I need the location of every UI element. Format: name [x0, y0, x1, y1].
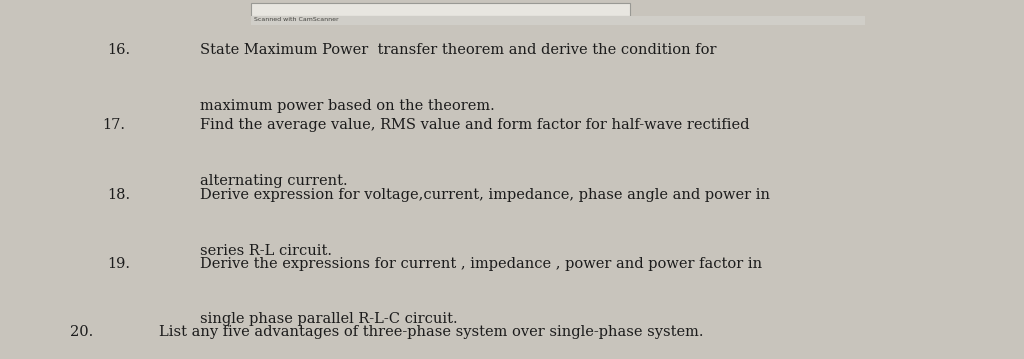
- FancyBboxPatch shape: [251, 3, 630, 16]
- Text: maximum power based on the theorem.: maximum power based on the theorem.: [200, 99, 495, 113]
- Text: alternating current.: alternating current.: [200, 174, 347, 188]
- Text: 18.: 18.: [108, 188, 131, 202]
- Text: Find the average value, RMS value and form factor for half-wave rectified: Find the average value, RMS value and fo…: [200, 118, 750, 132]
- Text: series R-L circuit.: series R-L circuit.: [200, 244, 332, 258]
- Text: 20.: 20.: [70, 325, 93, 339]
- Text: List any five advantages of three-phase system over single-phase system.: List any five advantages of three-phase …: [159, 325, 703, 339]
- Text: State Maximum Power  transfer theorem and derive the condition for: State Maximum Power transfer theorem and…: [200, 43, 716, 57]
- Text: Derive expression for voltage,current, impedance, phase angle and power in: Derive expression for voltage,current, i…: [200, 188, 770, 202]
- Text: 17.: 17.: [102, 118, 125, 132]
- FancyBboxPatch shape: [251, 16, 865, 25]
- Text: 19.: 19.: [108, 257, 130, 271]
- Text: 16.: 16.: [108, 43, 131, 57]
- Text: Derive the expressions for current , impedance , power and power factor in: Derive the expressions for current , imp…: [200, 257, 762, 271]
- Text: single phase parallel R-L-C circuit.: single phase parallel R-L-C circuit.: [200, 312, 458, 326]
- Text: Scanned with CamScanner: Scanned with CamScanner: [254, 17, 339, 22]
